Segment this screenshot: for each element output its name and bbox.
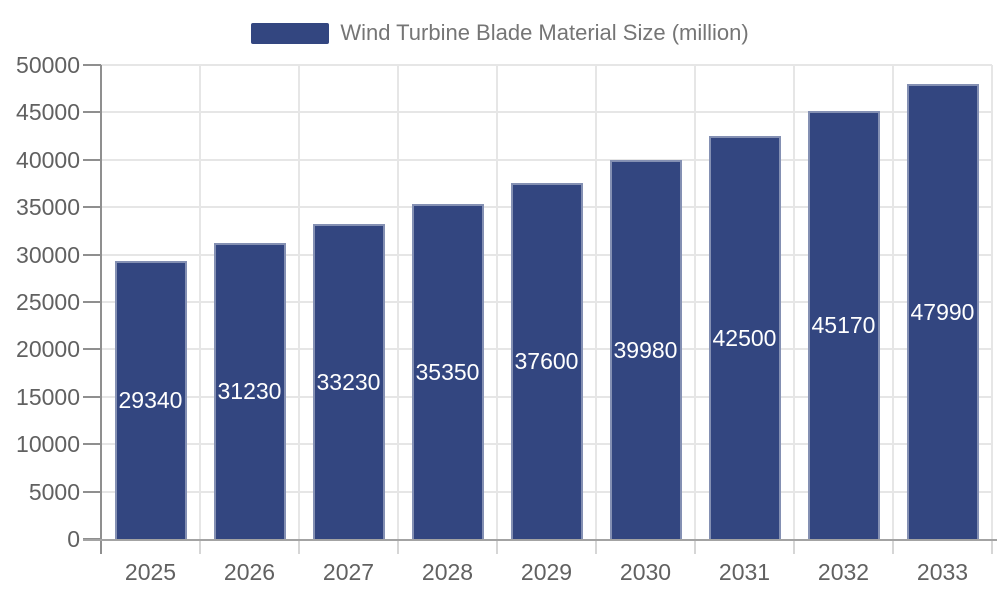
y-axis-tick <box>83 395 101 398</box>
bar: 29340 <box>114 260 187 539</box>
gridline-vertical <box>793 65 795 539</box>
x-axis-label: 2033 <box>916 559 969 585</box>
x-axis-tick <box>397 539 399 554</box>
gridline-vertical <box>496 65 498 539</box>
x-axis-label: 2032 <box>817 559 870 585</box>
y-axis-label: 45000 <box>16 99 80 126</box>
x-axis-label: 2030 <box>619 559 672 585</box>
x-axis-tick <box>298 539 300 554</box>
y-axis-label: 30000 <box>16 241 80 268</box>
bar: 47990 <box>906 84 979 539</box>
x-axis-label: 2029 <box>520 559 573 585</box>
gridline-vertical <box>991 65 993 539</box>
x-axis-tick <box>793 539 795 554</box>
y-axis-label: 20000 <box>16 336 80 363</box>
y-axis-label: 15000 <box>16 383 80 410</box>
y-axis-label: 25000 <box>16 289 80 315</box>
bar-value-label: 39980 <box>613 336 678 363</box>
y-axis-tick <box>83 301 101 303</box>
y-axis-tick <box>83 348 101 351</box>
x-axis-tick <box>694 539 696 554</box>
y-axis-tick <box>83 64 101 66</box>
y-axis-tick <box>83 158 101 161</box>
bar-value-label: 35350 <box>415 358 480 385</box>
gridline-vertical <box>595 65 597 539</box>
gridline-horizontal <box>101 111 992 114</box>
bar: 37600 <box>510 182 583 539</box>
bar-value-label: 47990 <box>910 299 975 326</box>
y-axis-label: 40000 <box>16 146 80 173</box>
bar-value-label: 42500 <box>712 325 777 352</box>
legend-label: Wind Turbine Blade Material Size (millio… <box>340 20 749 45</box>
bar: 39980 <box>609 159 682 539</box>
y-axis-label: 0 <box>67 526 80 552</box>
legend-swatch <box>251 22 330 44</box>
y-axis-label: 35000 <box>16 194 80 221</box>
x-axis-tick <box>496 539 498 554</box>
x-axis-tick <box>991 539 993 554</box>
bar: 31230 <box>213 242 286 539</box>
y-axis-tick <box>83 111 101 114</box>
bar: 45170 <box>807 110 880 539</box>
bar-value-label: 45170 <box>811 312 876 339</box>
chart-legend[interactable]: Wind Turbine Blade Material Size (millio… <box>0 20 1000 46</box>
gridline-horizontal <box>101 158 992 161</box>
y-axis-line <box>100 65 102 554</box>
bar-value-label: 29340 <box>118 387 183 414</box>
bar: 33230 <box>312 223 385 539</box>
y-axis-tick <box>83 443 101 446</box>
y-axis-label: 10000 <box>16 431 80 458</box>
gridline-vertical <box>298 65 300 539</box>
bar: 42500 <box>708 136 781 539</box>
gridline-vertical <box>397 65 399 539</box>
x-axis-label: 2027 <box>322 559 375 585</box>
gridline-horizontal <box>101 64 992 66</box>
bar: 35350 <box>411 203 484 539</box>
gridline-vertical <box>694 65 696 539</box>
x-axis-label: 2025 <box>124 559 177 585</box>
y-axis-label: 5000 <box>28 478 80 505</box>
y-axis-tick <box>83 490 101 493</box>
bar-value-label: 37600 <box>514 348 579 375</box>
gridline-vertical <box>199 65 201 539</box>
x-axis-label: 2031 <box>718 559 771 585</box>
x-axis-label: 2028 <box>421 559 474 585</box>
y-axis-tick <box>83 206 101 209</box>
y-axis-tick <box>83 253 101 256</box>
bar-value-label: 33230 <box>316 368 381 395</box>
x-axis-label: 2026 <box>223 559 276 585</box>
x-axis-tick <box>199 539 201 554</box>
gridline-vertical <box>892 65 894 539</box>
x-axis-tick <box>892 539 894 554</box>
x-axis-tick <box>595 539 597 554</box>
x-axis-line <box>83 539 997 541</box>
bar-value-label: 31230 <box>217 378 282 405</box>
y-axis-label: 50000 <box>16 52 80 78</box>
